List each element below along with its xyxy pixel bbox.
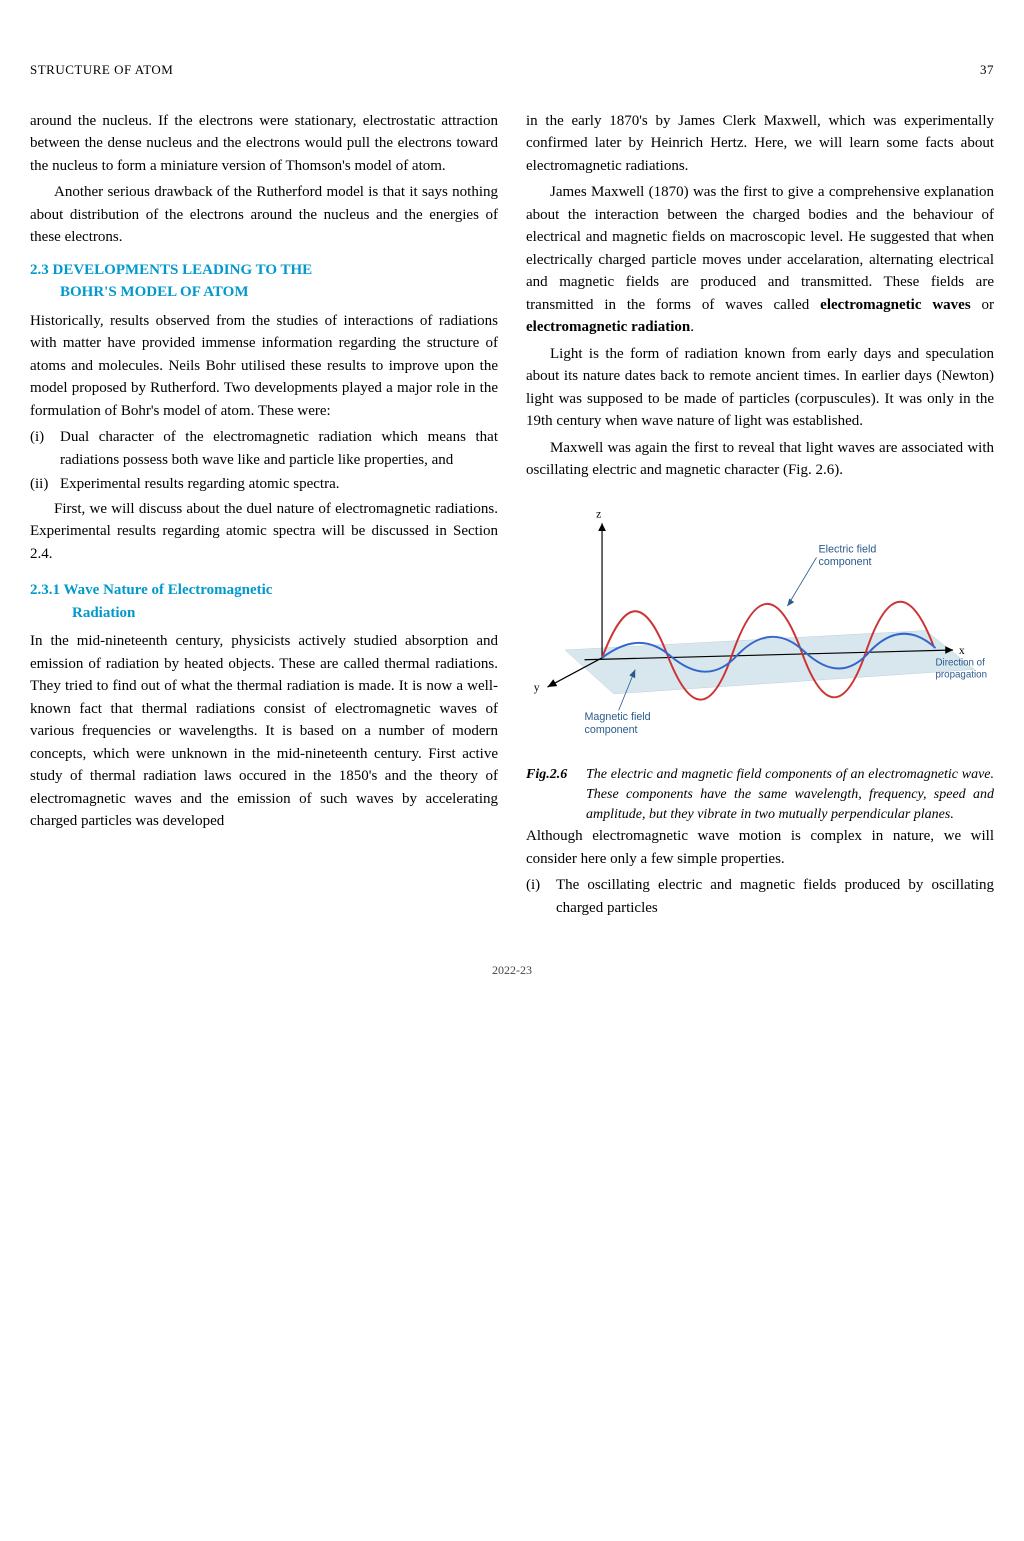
para-mid-nineteenth: In the mid-nineteenth century, physicist… [30, 630, 498, 833]
para-historically: Historically, results observed from the … [30, 310, 498, 423]
subsection-title-line2: Radiation [30, 602, 498, 625]
direction-label-2: propagation [936, 669, 988, 680]
bold-em-waves: electromagnetic waves [820, 297, 971, 313]
x-axis-label: x [959, 643, 965, 656]
list-marker: (i) [526, 874, 556, 919]
list-item-right-i: (i) The oscillating electric and magneti… [526, 874, 994, 919]
figure-label: Fig.2.6 [526, 765, 586, 826]
para-first-discuss: First, we will discuss about the duel na… [30, 498, 498, 566]
section-title-line2: BOHR'S MODEL OF ATOM [30, 281, 498, 304]
para-early-1870s: in the early 1870's by James Clerk Maxwe… [526, 110, 994, 178]
left-column: around the nucleus. If the electrons wer… [30, 110, 498, 922]
header-title: STRUCTURE OF ATOM [30, 60, 173, 80]
para-nucleus: around the nucleus. If the electrons wer… [30, 110, 498, 178]
para-drawback: Another serious drawback of the Rutherfo… [30, 181, 498, 249]
list-item-i: (i) Dual character of the electromagneti… [30, 426, 498, 471]
text-segment: James Maxwell (1870) was the first to gi… [526, 184, 994, 313]
direction-label-1: Direction of [936, 657, 986, 668]
para-maxwell-reveal: Maxwell was again the first to reveal th… [526, 437, 994, 482]
list-content: Dual character of the electromagnetic ra… [60, 426, 498, 471]
section-title-line1: DEVELOPMENTS LEADING TO THE [53, 262, 313, 278]
subsection-number: 2.3.1 [30, 582, 60, 598]
page-number: 37 [980, 60, 994, 80]
list-content: Experimental results regarding atomic sp… [60, 473, 498, 496]
text-segment: or [971, 297, 994, 313]
magnetic-field-label-2: component [585, 723, 638, 735]
section-2-3-heading: 2.3 DEVELOPMENTS LEADING TO THE BOHR'S M… [30, 259, 498, 304]
figure-2-6: x z y Electric field component [526, 494, 994, 755]
figure-caption-text: The electric and magnetic field componen… [586, 765, 994, 826]
electric-field-label-2: component [819, 556, 872, 568]
section-2-3-1-heading: 2.3.1 Wave Nature of Electromagnetic Rad… [30, 579, 498, 624]
y-axis-label: y [534, 680, 540, 693]
text-segment: . [690, 319, 694, 335]
figure-caption: Fig.2.6 The electric and magnetic field … [526, 765, 994, 826]
para-although: Although electromagnetic wave motion is … [526, 825, 994, 870]
para-light-form: Light is the form of radiation known fro… [526, 343, 994, 433]
page-header: STRUCTURE OF ATOM 37 [30, 60, 994, 80]
list-item-ii: (ii) Experimental results regarding atom… [30, 473, 498, 496]
list-marker: (i) [30, 426, 60, 471]
electric-field-label-1: Electric field [819, 543, 877, 555]
bold-em-radiation: electromagnetic radiation [526, 319, 690, 335]
z-axis-label: z [596, 507, 601, 520]
subsection-title-line1: Wave Nature of Electromagnetic [63, 582, 272, 598]
list-content: The oscillating electric and magnetic fi… [556, 874, 994, 919]
para-maxwell-1870: James Maxwell (1870) was the first to gi… [526, 181, 994, 339]
list-marker: (ii) [30, 473, 60, 496]
content-columns: around the nucleus. If the electrons wer… [30, 110, 994, 922]
section-number: 2.3 [30, 259, 49, 282]
magnetic-field-label-1: Magnetic field [585, 711, 651, 723]
em-wave-diagram: x z y Electric field component [526, 494, 994, 748]
right-column: in the early 1870's by James Clerk Maxwe… [526, 110, 994, 922]
footer-year: 2022-23 [30, 961, 994, 979]
